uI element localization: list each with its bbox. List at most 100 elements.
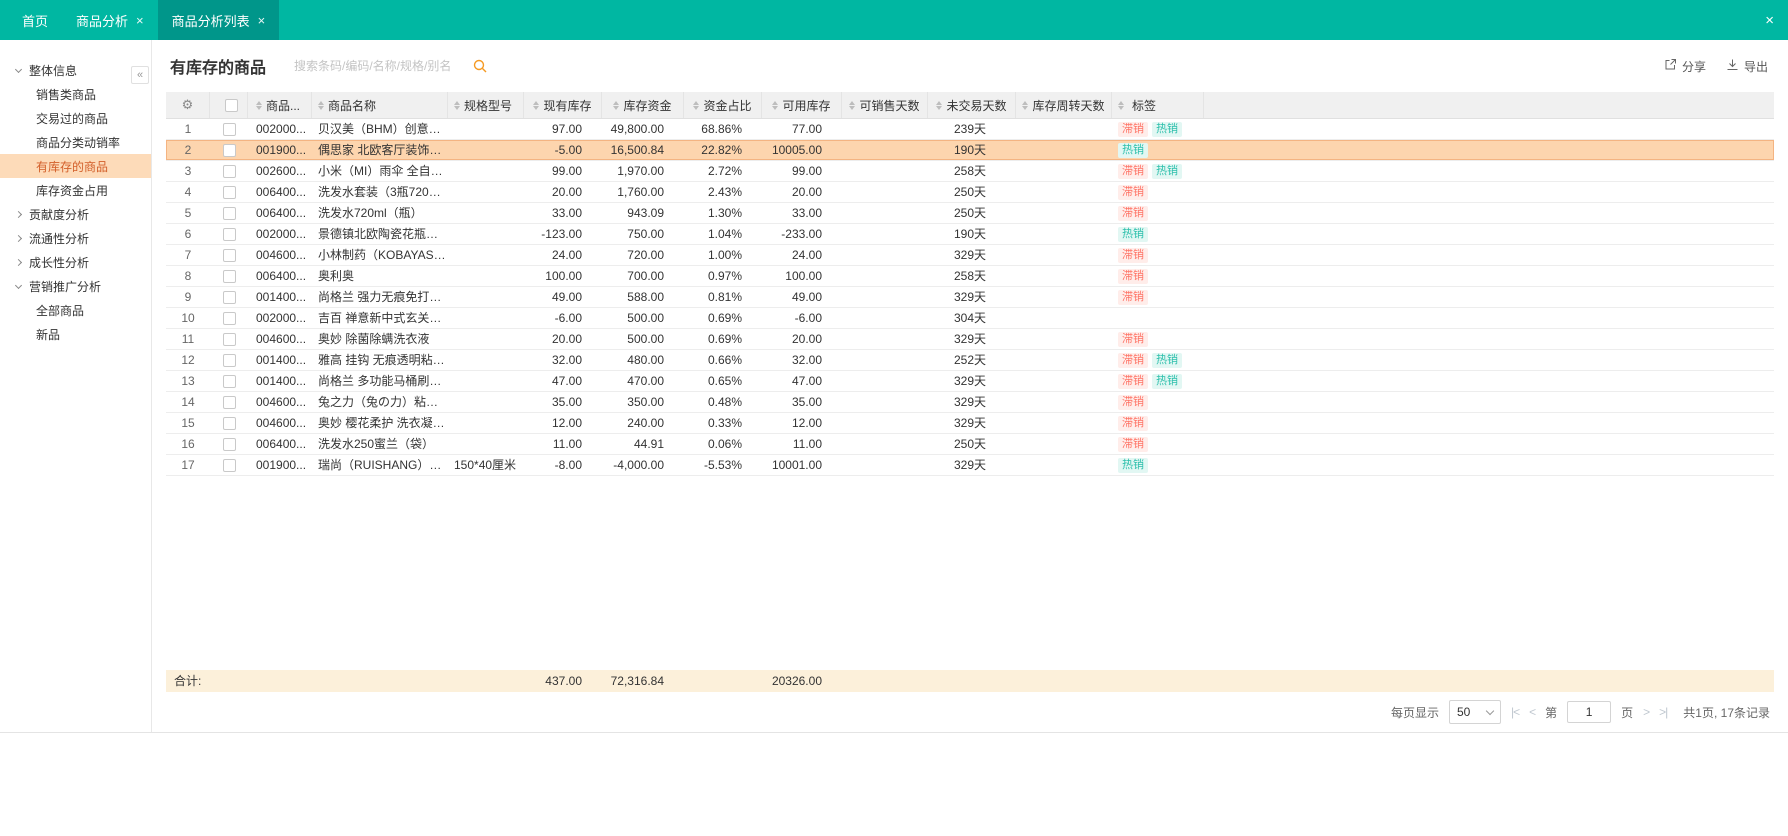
- row-checkbox[interactable]: [222, 311, 236, 325]
- row-checkbox[interactable]: [222, 185, 236, 199]
- sort-up-arrow: [454, 100, 460, 105]
- cell-no-trade-days: 258天: [953, 269, 986, 283]
- export-button[interactable]: 导出: [1726, 58, 1768, 75]
- column-header-fund[interactable]: 库存资金: [602, 92, 684, 118]
- sort-icon[interactable]: [613, 100, 620, 110]
- cell-product-name: 小米（MI）雨伞 全自动折叠: [318, 164, 448, 178]
- sort-icon[interactable]: [1022, 100, 1029, 110]
- row-checkbox[interactable]: [222, 206, 236, 220]
- cell-tags: [1112, 308, 1204, 328]
- search-input[interactable]: [294, 59, 467, 73]
- column-header-code[interactable]: 商品...: [248, 92, 312, 118]
- sidebar-item-商品分类动销率[interactable]: 商品分类动销率: [0, 130, 151, 154]
- row-checkbox[interactable]: [222, 248, 236, 262]
- table-row[interactable]: 7 004600... 小林制药（KOBAYASHI）日 24.00 720.00 1.0…: [166, 245, 1774, 266]
- tab-首页[interactable]: 首页: [8, 0, 62, 40]
- sidebar-item-全部商品[interactable]: 全部商品: [0, 298, 151, 322]
- cell-no-trade-days: 239天: [953, 122, 986, 136]
- column-header-avail[interactable]: 可用库存: [762, 92, 842, 118]
- column-header-sale[interactable]: 可销售天数: [842, 92, 928, 118]
- row-checkbox[interactable]: [222, 416, 236, 430]
- column-header-ratio[interactable]: 资金占比: [684, 92, 762, 118]
- pagination-summary: 共1页, 17条记录: [1683, 705, 1770, 720]
- prev-page-button[interactable]: <: [1529, 705, 1536, 719]
- row-checkbox[interactable]: [222, 143, 236, 157]
- column-header-turn[interactable]: 库存周转天数: [1016, 92, 1112, 118]
- share-button[interactable]: 分享: [1664, 58, 1706, 75]
- page-size-select[interactable]: 50: [1448, 700, 1501, 724]
- table-row[interactable]: 9 001400... 尚格兰 强力无痕免打孔浴室 49.00 588.00 0.81% 4…: [166, 287, 1774, 308]
- sidebar-item-交易过的商品[interactable]: 交易过的商品: [0, 106, 151, 130]
- sidebar-item-label: 商品分类动销率: [36, 135, 121, 150]
- table-row[interactable]: 13 001400... 尚格兰 多功能马桶刷套装 月 47.00 470.00 0.65…: [166, 371, 1774, 392]
- search-icon[interactable]: [472, 58, 488, 74]
- row-checkbox[interactable]: [222, 269, 236, 283]
- sidebar-item-库存资金占用[interactable]: 库存资金占用: [0, 178, 151, 202]
- sidebar-item-流通性分析[interactable]: 流通性分析: [0, 226, 151, 250]
- row-checkbox[interactable]: [222, 164, 236, 178]
- window-close-icon[interactable]: ×: [1765, 11, 1774, 29]
- sidebar-item-有库存的商品[interactable]: 有库存的商品: [0, 154, 151, 178]
- row-checkbox[interactable]: [222, 374, 236, 388]
- table-row[interactable]: 6 002000... 景德镇北欧陶瓷花瓶摆件 优 -123.00 750.00 1.04…: [166, 224, 1774, 245]
- row-checkbox[interactable]: [222, 395, 236, 409]
- sidebar-collapse-button[interactable]: «: [131, 66, 149, 84]
- sidebar-item-营销推广分析[interactable]: 营销推广分析: [0, 274, 151, 298]
- table-row[interactable]: 8 006400... 奥利奥 100.00 700.00 0.97% 100.00 258天…: [166, 266, 1774, 287]
- row-checkbox[interactable]: [222, 122, 236, 136]
- row-checkbox[interactable]: [222, 353, 236, 367]
- sidebar-item-成长性分析[interactable]: 成长性分析: [0, 250, 151, 274]
- last-page-button[interactable]: >|: [1659, 705, 1668, 719]
- column-header-spec[interactable]: 规格型号: [448, 92, 524, 118]
- row-checkbox[interactable]: [222, 227, 236, 241]
- table-row[interactable]: 15 004600... 奥妙 樱花柔护 洗衣凝珠 10 12.00 240.00 0.3…: [166, 413, 1774, 434]
- table-row[interactable]: 3 002600... 小米（MI）雨伞 全自动折叠 99.00 1,970.00 2.7…: [166, 161, 1774, 182]
- select-all-checkbox[interactable]: [225, 98, 238, 112]
- sidebar-item-整体信息[interactable]: 整体信息: [0, 58, 151, 82]
- column-header-tags[interactable]: 标签: [1112, 92, 1204, 118]
- row-checkbox[interactable]: [222, 458, 236, 472]
- cell-product-code: 002000...: [256, 227, 307, 241]
- tab-商品分析[interactable]: 商品分析 ×: [62, 0, 158, 40]
- tab-close-icon[interactable]: ×: [136, 12, 144, 28]
- table-row[interactable]: 10 002000... 吉百 禅意新中式玄关摆件套 -6.00 500.00 0.69%…: [166, 308, 1774, 329]
- row-checkbox[interactable]: [222, 332, 236, 346]
- column-header-notrade[interactable]: 未交易天数: [928, 92, 1016, 118]
- sort-icon[interactable]: [318, 100, 324, 110]
- tab-close-icon[interactable]: ×: [257, 12, 266, 28]
- table-row[interactable]: 4 006400... 洗发水套装（3瓶720ml+1瓶 20.00 1,760.00 2…: [166, 182, 1774, 203]
- table-row[interactable]: 11 004600... 奥妙 除菌除螨洗衣液 20.00 500.00 0.69% 20.…: [166, 329, 1774, 350]
- page-number-input[interactable]: [1567, 701, 1612, 723]
- sidebar-item-新品[interactable]: 新品: [0, 322, 151, 346]
- column-header-name[interactable]: 商品名称: [312, 92, 448, 118]
- sort-icon[interactable]: [772, 100, 779, 110]
- table-row[interactable]: 1 002000... 贝汉美（BHM）创意北欧陶瓷 97.00 49,800.00 68…: [166, 119, 1774, 140]
- column-header-stock[interactable]: 现有库存: [524, 92, 602, 118]
- table-row[interactable]: 2 001900... 偶思家 北欧客厅装饰画卧室 -5.00 16,500.84 22.…: [166, 140, 1774, 161]
- row-checkbox[interactable]: [222, 437, 236, 451]
- sort-icon[interactable]: [533, 100, 540, 110]
- total-empty: [684, 670, 762, 692]
- sort-icon[interactable]: [936, 100, 943, 110]
- cell-filler: [1204, 245, 1774, 265]
- sort-icon[interactable]: [849, 100, 856, 110]
- first-page-button[interactable]: |<: [1510, 705, 1520, 719]
- sort-icon[interactable]: [693, 100, 700, 110]
- cell-fund: 44.91: [633, 437, 664, 451]
- sidebar-item-销售类商品[interactable]: 销售类商品: [0, 82, 151, 106]
- sort-up-arrow: [318, 100, 324, 105]
- sidebar-item-贡献度分析[interactable]: 贡献度分析: [0, 202, 151, 226]
- table-row[interactable]: 5 006400... 洗发水720ml（瓶） 33.00 943.09 1.30% 33.…: [166, 203, 1774, 224]
- next-page-button[interactable]: >: [1643, 705, 1650, 719]
- table-row[interactable]: 17 001900... 瑞尚（RUISHANG）卧室装 150*40厘米 -8.00 -…: [166, 455, 1774, 476]
- row-checkbox[interactable]: [222, 290, 236, 304]
- sort-icon[interactable]: [454, 100, 460, 110]
- column-settings-button[interactable]: ⚙: [166, 92, 210, 118]
- tab-商品分析列表[interactable]: 商品分析列表 ×: [157, 0, 280, 40]
- sort-icon[interactable]: [1118, 100, 1124, 110]
- table-row[interactable]: 16 006400... 洗发水250蜜兰（袋） 11.00 44.91 0.06% 11.…: [166, 434, 1774, 455]
- sort-icon[interactable]: [256, 100, 262, 110]
- sort-down-arrow: [256, 105, 262, 110]
- table-row[interactable]: 12 001400... 雅高 挂钩 无痕透明粘钩 强 32.00 480.00 0.66…: [166, 350, 1774, 371]
- table-row[interactable]: 14 004600... 兔之力（兔の力）粘毛器粘 35.00 350.00 0.48% 3…: [166, 392, 1774, 413]
